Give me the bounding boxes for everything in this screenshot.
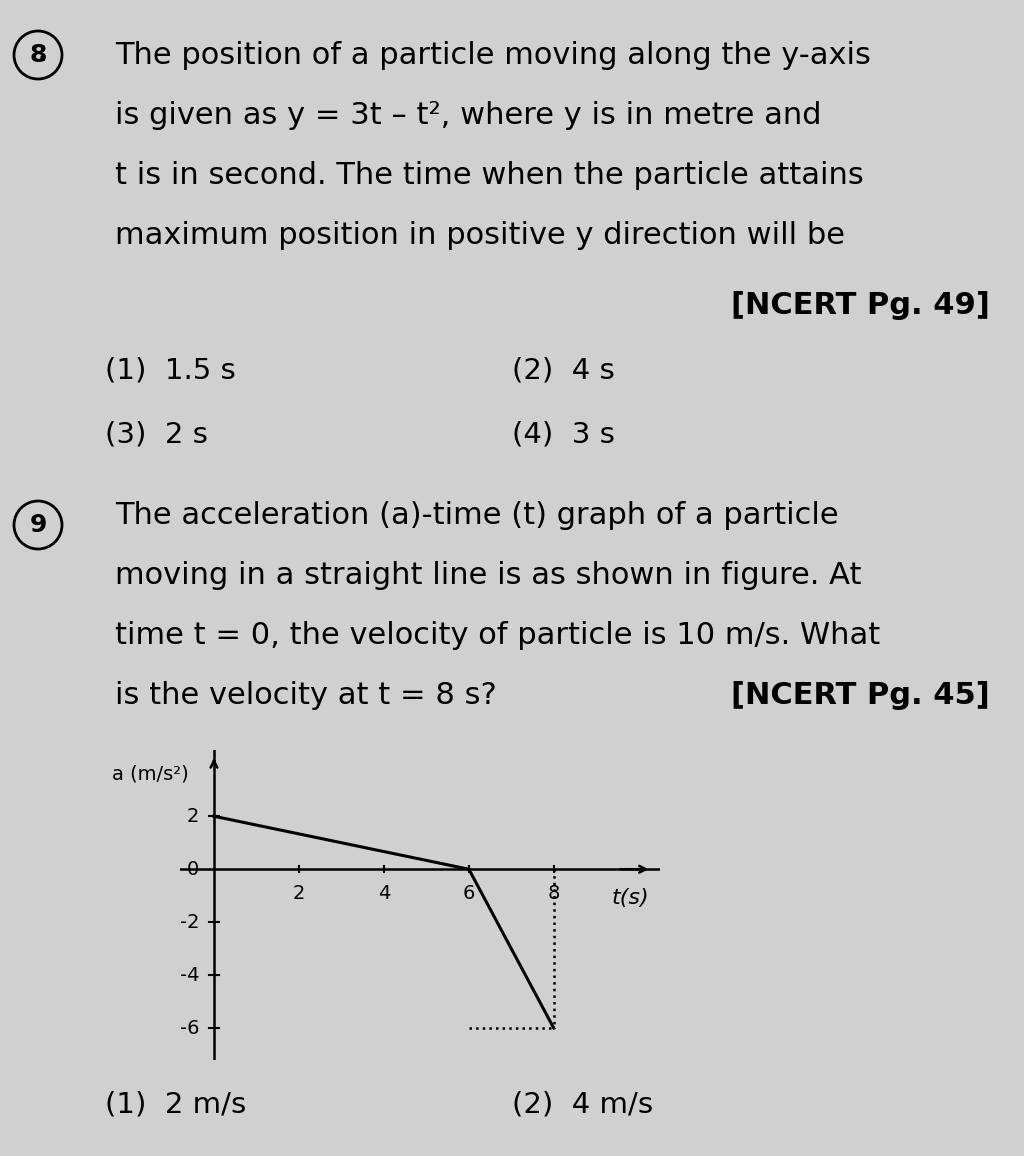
Text: [NCERT Pg. 45]: [NCERT Pg. 45] bbox=[731, 681, 990, 710]
Text: a (m/s²): a (m/s²) bbox=[112, 764, 188, 784]
Text: (1)  2 m/s: (1) 2 m/s bbox=[105, 1091, 246, 1119]
Text: moving in a straight line is as shown in figure. At: moving in a straight line is as shown in… bbox=[115, 561, 861, 590]
Text: t(s): t(s) bbox=[611, 888, 649, 909]
Text: 2: 2 bbox=[293, 884, 305, 903]
Text: 6: 6 bbox=[463, 884, 475, 903]
Text: The position of a particle moving along the y-axis: The position of a particle moving along … bbox=[115, 40, 870, 69]
Text: (3)  2 s: (3) 2 s bbox=[105, 421, 208, 449]
Text: (1)  1.5 s: (1) 1.5 s bbox=[105, 356, 236, 384]
Text: 2: 2 bbox=[186, 807, 199, 825]
Text: time t = 0, the velocity of particle is 10 m/s. What: time t = 0, the velocity of particle is … bbox=[115, 621, 881, 650]
Text: -4: -4 bbox=[179, 965, 199, 985]
Text: 4: 4 bbox=[378, 884, 390, 903]
Text: The acceleration (a)-time (t) graph of a particle: The acceleration (a)-time (t) graph of a… bbox=[115, 501, 839, 529]
Text: 9: 9 bbox=[30, 513, 47, 538]
Text: 8: 8 bbox=[30, 43, 47, 67]
Text: maximum position in positive y direction will be: maximum position in positive y direction… bbox=[115, 221, 845, 250]
Text: is the velocity at t = 8 s?: is the velocity at t = 8 s? bbox=[115, 681, 497, 710]
Text: (2)  4 s: (2) 4 s bbox=[512, 356, 614, 384]
Text: -2: -2 bbox=[179, 913, 199, 932]
Text: t is in second. The time when the particle attains: t is in second. The time when the partic… bbox=[115, 161, 864, 190]
Text: [NCERT Pg. 49]: [NCERT Pg. 49] bbox=[731, 290, 990, 319]
Text: is given as y = 3t – t², where y is in metre and: is given as y = 3t – t², where y is in m… bbox=[115, 101, 821, 129]
Text: 0: 0 bbox=[186, 860, 199, 879]
Text: (2)  4 m/s: (2) 4 m/s bbox=[512, 1091, 653, 1119]
Text: 8: 8 bbox=[548, 884, 560, 903]
Text: -6: -6 bbox=[179, 1018, 199, 1038]
Text: (4)  3 s: (4) 3 s bbox=[512, 421, 614, 449]
Text: .: . bbox=[37, 42, 47, 66]
